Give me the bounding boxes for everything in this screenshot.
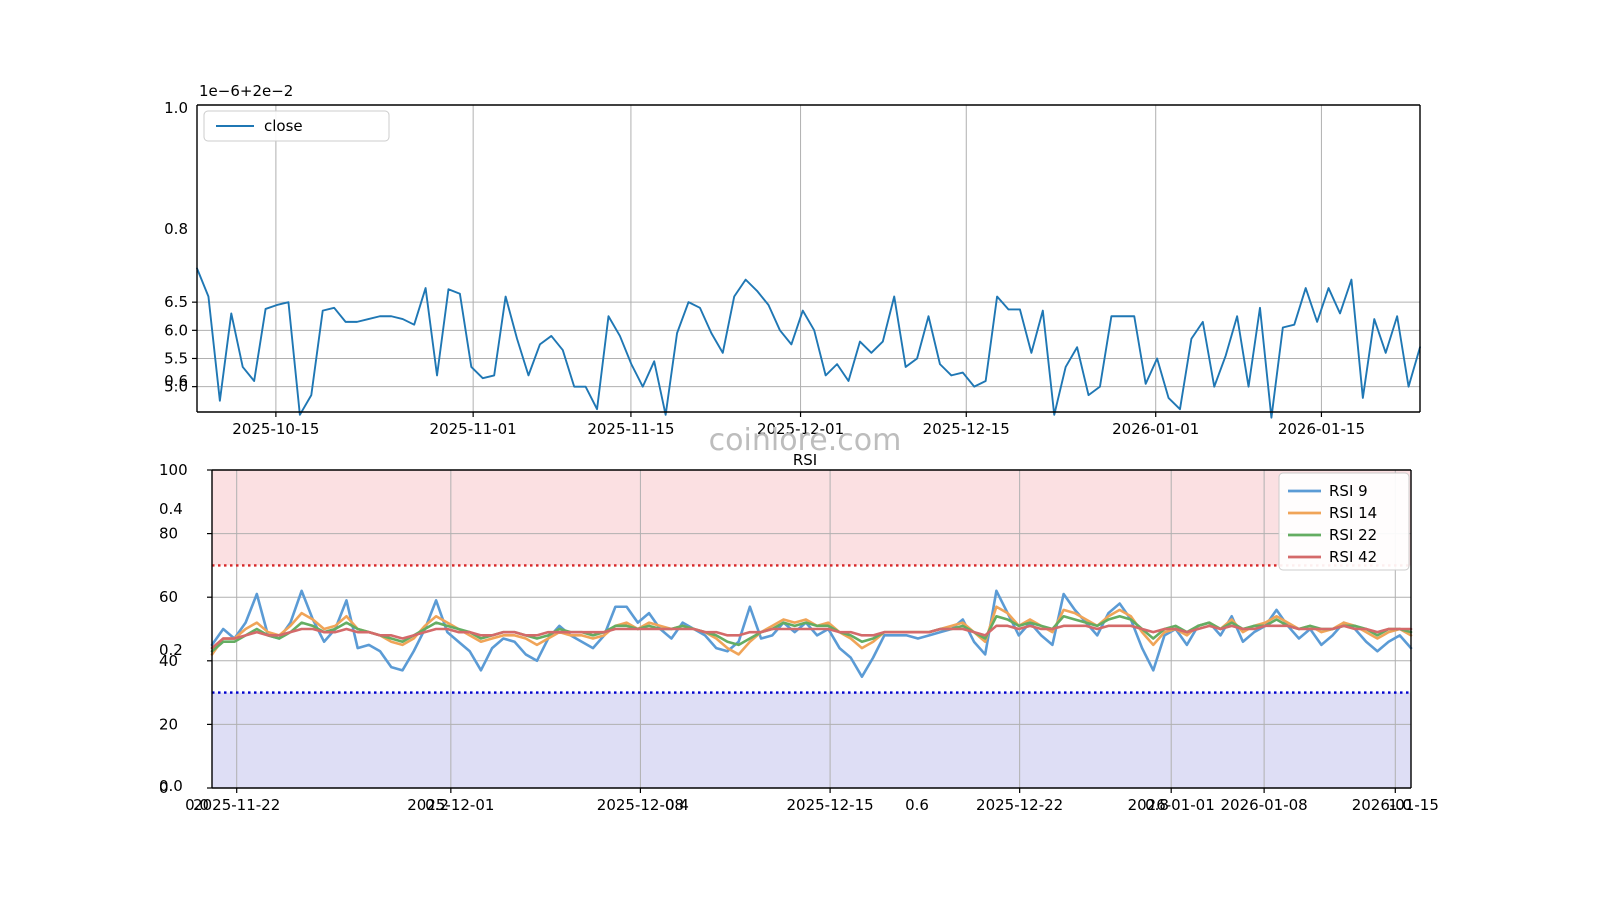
rsi-legend-box xyxy=(1278,472,1410,571)
price-xtick-label: 2025-11-15 xyxy=(587,420,674,438)
rsi-xtick-overlay-label: 0.4 xyxy=(665,796,689,814)
price-offset-label: 1e−6+2e−2 xyxy=(199,82,293,100)
rsi-xtick-overlay-label: 1.0 xyxy=(1388,796,1412,814)
price-ytick-label: 5.5 xyxy=(164,349,188,367)
price-ytick-overlay-label: 1.0 xyxy=(164,99,188,117)
rsi-legend-label: RSI 14 xyxy=(1329,504,1377,522)
rsi-ytick-label: 80 xyxy=(159,525,178,543)
rsi-xtick-label: 2026-01-08 xyxy=(1221,796,1308,814)
rsi-xtick-label: 2025-12-08 xyxy=(597,796,684,814)
rsi-ytick-label: 100 xyxy=(159,461,188,479)
price-xtick-label: 2025-10-15 xyxy=(232,420,319,438)
rsi-xtick-label: 2025-11-22 xyxy=(193,796,280,814)
price-plot-background xyxy=(197,105,1420,412)
rsi-ytick-label: 0 xyxy=(159,779,169,797)
rsi-legend-label: RSI 42 xyxy=(1329,548,1377,566)
price-xtick-label: 2025-12-15 xyxy=(923,420,1010,438)
rsi-chart-panel: 0 20 40 60 80 100 0.0 0.2 0.4 2025-11-22 2025-12-0… xyxy=(159,451,1439,814)
rsi-ytick-overlay-label: 0.2 xyxy=(159,641,183,659)
price-xtick-label: 2026-01-01 xyxy=(1112,420,1199,438)
price-xtick-label: 2025-11-01 xyxy=(430,420,517,438)
price-chart-panel: 6.5 6.0 5.5 5.0 1.0 0.8 0.6 1e−6+2e−2 2025-10-15… xyxy=(164,82,1421,458)
rsi-ytick-label: 40 xyxy=(159,652,178,670)
rsi-xtick-overlay-label: 0.0 xyxy=(185,796,209,814)
price-line-close xyxy=(196,267,1421,419)
rsi-xtick-overlay-label: 0.6 xyxy=(905,796,929,814)
rsi-line-rsi-42 xyxy=(210,624,1413,650)
price-gridlines xyxy=(197,105,1420,412)
price-ytick-label: 6.0 xyxy=(164,321,188,339)
rsi-ytick-overlay-label: 0.4 xyxy=(159,500,183,518)
watermark-text: coinlore.com xyxy=(709,423,902,458)
price-ytick-overlay-label: 0.6 xyxy=(164,372,188,390)
rsi-xtick-label: 2026-01-15 xyxy=(1352,796,1439,814)
price-legend-label-close: close xyxy=(264,117,303,135)
rsi-band xyxy=(212,692,1411,788)
price-legend-box xyxy=(203,110,390,142)
rsi-xtick-label: 2025-12-01 xyxy=(407,796,494,814)
rsi-ytick-overlay-label: 0.0 xyxy=(159,777,183,795)
rsi-legend-label: RSI 9 xyxy=(1329,482,1368,500)
price-xtick-label: 2025-12-01 xyxy=(757,420,844,438)
price-xtick-label: 2026-01-15 xyxy=(1278,420,1365,438)
rsi-xtick-overlay-label: 0.8 xyxy=(1145,796,1169,814)
price-ytick-label: 6.5 xyxy=(164,293,188,311)
rsi-title: RSI xyxy=(793,451,817,469)
rsi-xtick-label: 2025-12-15 xyxy=(786,796,873,814)
rsi-ytick-label: 20 xyxy=(159,715,178,733)
price-ytick-label: 5.0 xyxy=(164,378,188,396)
rsi-xtick-overlay-label: 0.2 xyxy=(425,796,449,814)
rsi-xtick-label: 2025-12-22 xyxy=(976,796,1063,814)
rsi-ytick-label: 60 xyxy=(159,588,178,606)
rsi-legend-label: RSI 22 xyxy=(1329,526,1377,544)
rsi-band xyxy=(212,470,1411,566)
rsi-xtick-label: 2026-01-01 xyxy=(1128,796,1215,814)
price-ytick-overlay-label: 0.8 xyxy=(164,220,188,238)
